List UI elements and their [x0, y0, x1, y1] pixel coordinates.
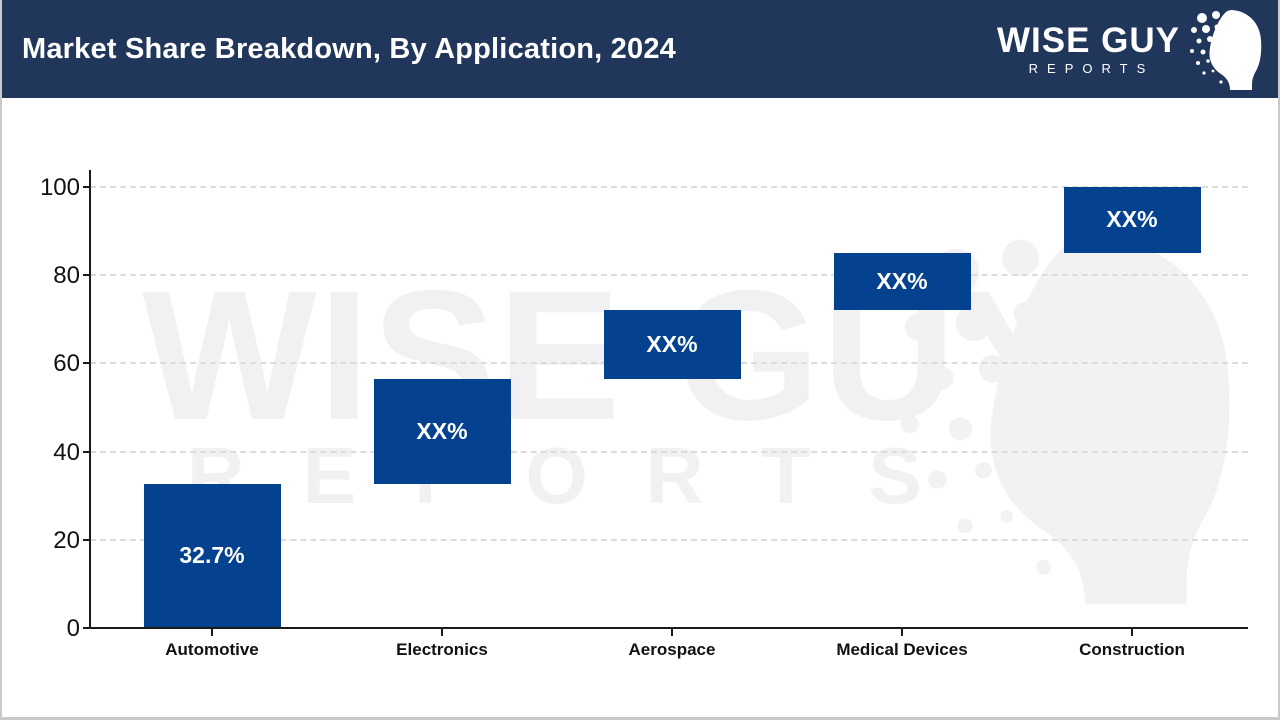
bar-value-label: XX% — [646, 330, 698, 357]
x-axis-tick — [671, 629, 673, 636]
wiseguy-logo-text: WISE GUY REPORTS — [997, 23, 1180, 75]
x-axis-tick — [441, 629, 443, 636]
logo-wordmark: WISE GUY — [996, 21, 1180, 60]
wiseguy-logo: WISE GUY REPORTS — [997, 8, 1264, 90]
y-axis-tick — [83, 538, 90, 541]
watermark-subtitle: REPORTS — [187, 431, 980, 520]
waterfall-bar-construction: XX% — [1063, 187, 1201, 253]
y-axis-tick-label: 80 — [53, 262, 80, 290]
waterfall-bar-aerospace: XX% — [603, 310, 741, 379]
bar-value-label: 32.7% — [179, 542, 245, 569]
y-axis-tick — [83, 362, 90, 365]
bar-value-label: XX% — [876, 267, 928, 294]
waterfall-bar-automotive: 32.7% — [143, 483, 281, 628]
x-axis-tick — [1131, 629, 1133, 636]
x-axis-line — [89, 627, 1248, 629]
gridline — [90, 274, 1248, 277]
header-bar: Market Share Breakdown, By Application, … — [2, 0, 1278, 98]
y-axis-tick-label: 100 — [39, 174, 80, 201]
x-axis-category-label: Medical Devices — [836, 640, 968, 659]
bar-value-label: XX% — [1106, 206, 1158, 233]
x-axis-tick — [901, 629, 903, 636]
y-axis-tick-label: 20 — [53, 526, 80, 554]
y-axis-tick-label: 60 — [53, 350, 80, 378]
y-axis-tick — [83, 186, 90, 188]
y-axis-tick-label: 0 — [66, 615, 80, 642]
bar-value-label: XX% — [416, 417, 468, 444]
x-axis-category-label: Aerospace — [628, 640, 716, 659]
page-title: Market Share Breakdown, By Application, … — [22, 32, 676, 65]
x-axis-category-label: Construction — [1079, 640, 1185, 659]
logo-subtitle: REPORTS — [1028, 61, 1155, 76]
y-axis-tick — [83, 450, 90, 453]
gridline — [90, 186, 1248, 188]
y-axis-tick — [83, 627, 90, 629]
x-axis-tick — [211, 629, 213, 636]
y-axis-tick — [83, 274, 90, 277]
x-axis-category-label: Electronics — [396, 640, 488, 659]
wiseguy-face-icon — [1190, 10, 1262, 90]
y-axis-tick-label: 40 — [53, 438, 80, 466]
gridline — [90, 538, 1248, 541]
gridline — [90, 450, 1248, 453]
y-axis-line — [89, 170, 91, 629]
waterfall-bar-medical-devices: XX% — [833, 252, 971, 311]
x-axis-category-label: Automotive — [165, 640, 259, 659]
waterfall-bar-electronics: XX% — [373, 378, 511, 484]
